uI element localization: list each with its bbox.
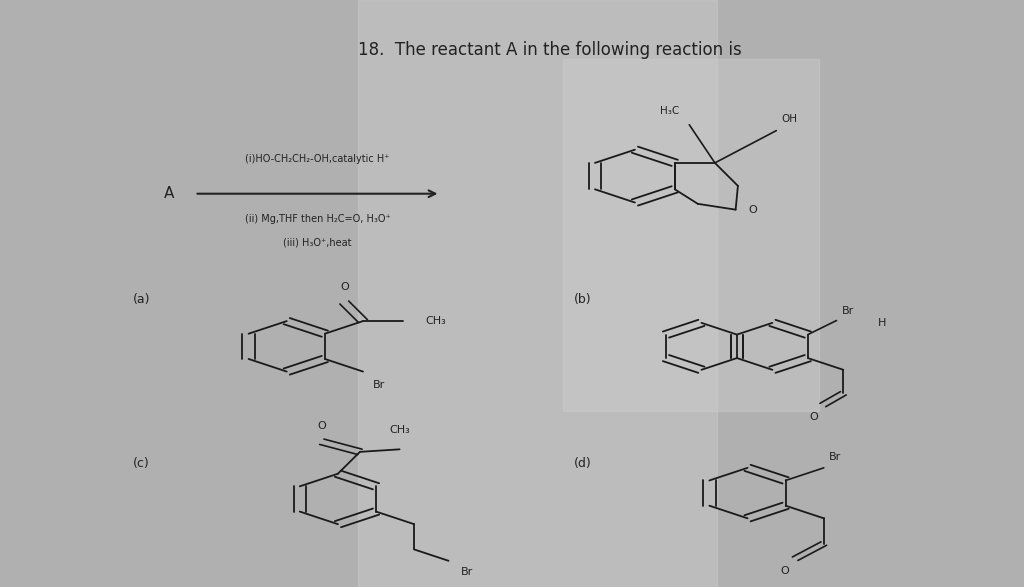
Text: (c): (c)	[133, 457, 150, 470]
Text: (iii) H₃O⁺,heat: (iii) H₃O⁺,heat	[284, 238, 351, 248]
Text: Br: Br	[828, 452, 841, 462]
Bar	[563, 59, 819, 411]
Text: Br: Br	[373, 380, 385, 390]
Text: (ii) Mg,THF then H₂C=O, H₃O⁺: (ii) Mg,THF then H₂C=O, H₃O⁺	[245, 214, 390, 224]
Text: H: H	[878, 318, 886, 329]
Text: O: O	[780, 566, 790, 576]
Text: Br: Br	[461, 566, 473, 576]
Text: O: O	[317, 421, 327, 431]
Text: O: O	[809, 412, 818, 422]
Text: (b): (b)	[573, 293, 591, 306]
Text: CH₃: CH₃	[389, 424, 410, 434]
Text: CH₃: CH₃	[425, 316, 445, 326]
Text: (a): (a)	[133, 293, 151, 306]
Text: (i)HO-CH₂CH₂-OH,catalytic H⁺: (i)HO-CH₂CH₂-OH,catalytic H⁺	[245, 154, 390, 164]
Text: OH: OH	[781, 113, 798, 124]
Text: 18.  The reactant A in the following reaction is: 18. The reactant A in the following reac…	[358, 41, 742, 59]
Text: O: O	[340, 282, 348, 292]
Bar	[358, 0, 717, 587]
Text: Br: Br	[842, 306, 854, 316]
Text: (d): (d)	[573, 457, 591, 470]
Text: O: O	[748, 205, 757, 215]
Text: H₃C: H₃C	[659, 106, 679, 116]
Text: A: A	[164, 186, 174, 201]
